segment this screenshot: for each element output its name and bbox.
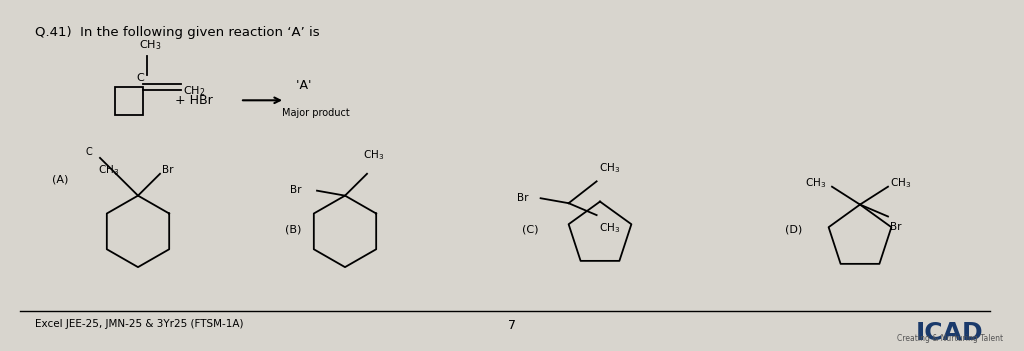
Text: C: C bbox=[136, 73, 143, 84]
Text: Br: Br bbox=[890, 223, 901, 232]
Text: CH$_3$: CH$_3$ bbox=[599, 221, 620, 235]
Text: CH$_3$: CH$_3$ bbox=[805, 176, 826, 190]
Text: 'A': 'A' bbox=[288, 79, 311, 92]
Text: Major product: Major product bbox=[282, 108, 350, 118]
Text: + HBr: + HBr bbox=[175, 94, 213, 107]
Text: 7: 7 bbox=[508, 319, 516, 332]
Text: Excel JEE-25, JMN-25 & 3Yr25 (FTSM-1A): Excel JEE-25, JMN-25 & 3Yr25 (FTSM-1A) bbox=[35, 319, 244, 329]
Text: Creating & Nurturing Talent: Creating & Nurturing Talent bbox=[897, 333, 1004, 343]
Text: (A): (A) bbox=[52, 175, 69, 185]
Text: (B): (B) bbox=[285, 224, 301, 234]
Text: CH$_2$: CH$_2$ bbox=[183, 85, 206, 98]
Text: CH$_3$: CH$_3$ bbox=[362, 148, 384, 162]
Text: Br: Br bbox=[290, 185, 301, 195]
Text: (C): (C) bbox=[522, 224, 539, 234]
Text: C: C bbox=[86, 147, 93, 157]
Text: ICAD: ICAD bbox=[916, 321, 984, 345]
Text: Br: Br bbox=[162, 165, 173, 175]
Text: CH$_3$: CH$_3$ bbox=[890, 176, 911, 190]
Text: CH$_3$: CH$_3$ bbox=[139, 38, 162, 52]
Text: (D): (D) bbox=[785, 224, 802, 234]
Text: Br: Br bbox=[517, 193, 528, 203]
Text: Q.41)  In the following given reaction ‘A’ is: Q.41) In the following given reaction ‘A… bbox=[35, 26, 319, 39]
Text: CH$_3$: CH$_3$ bbox=[599, 161, 620, 176]
Text: CH$_3$: CH$_3$ bbox=[98, 163, 119, 177]
